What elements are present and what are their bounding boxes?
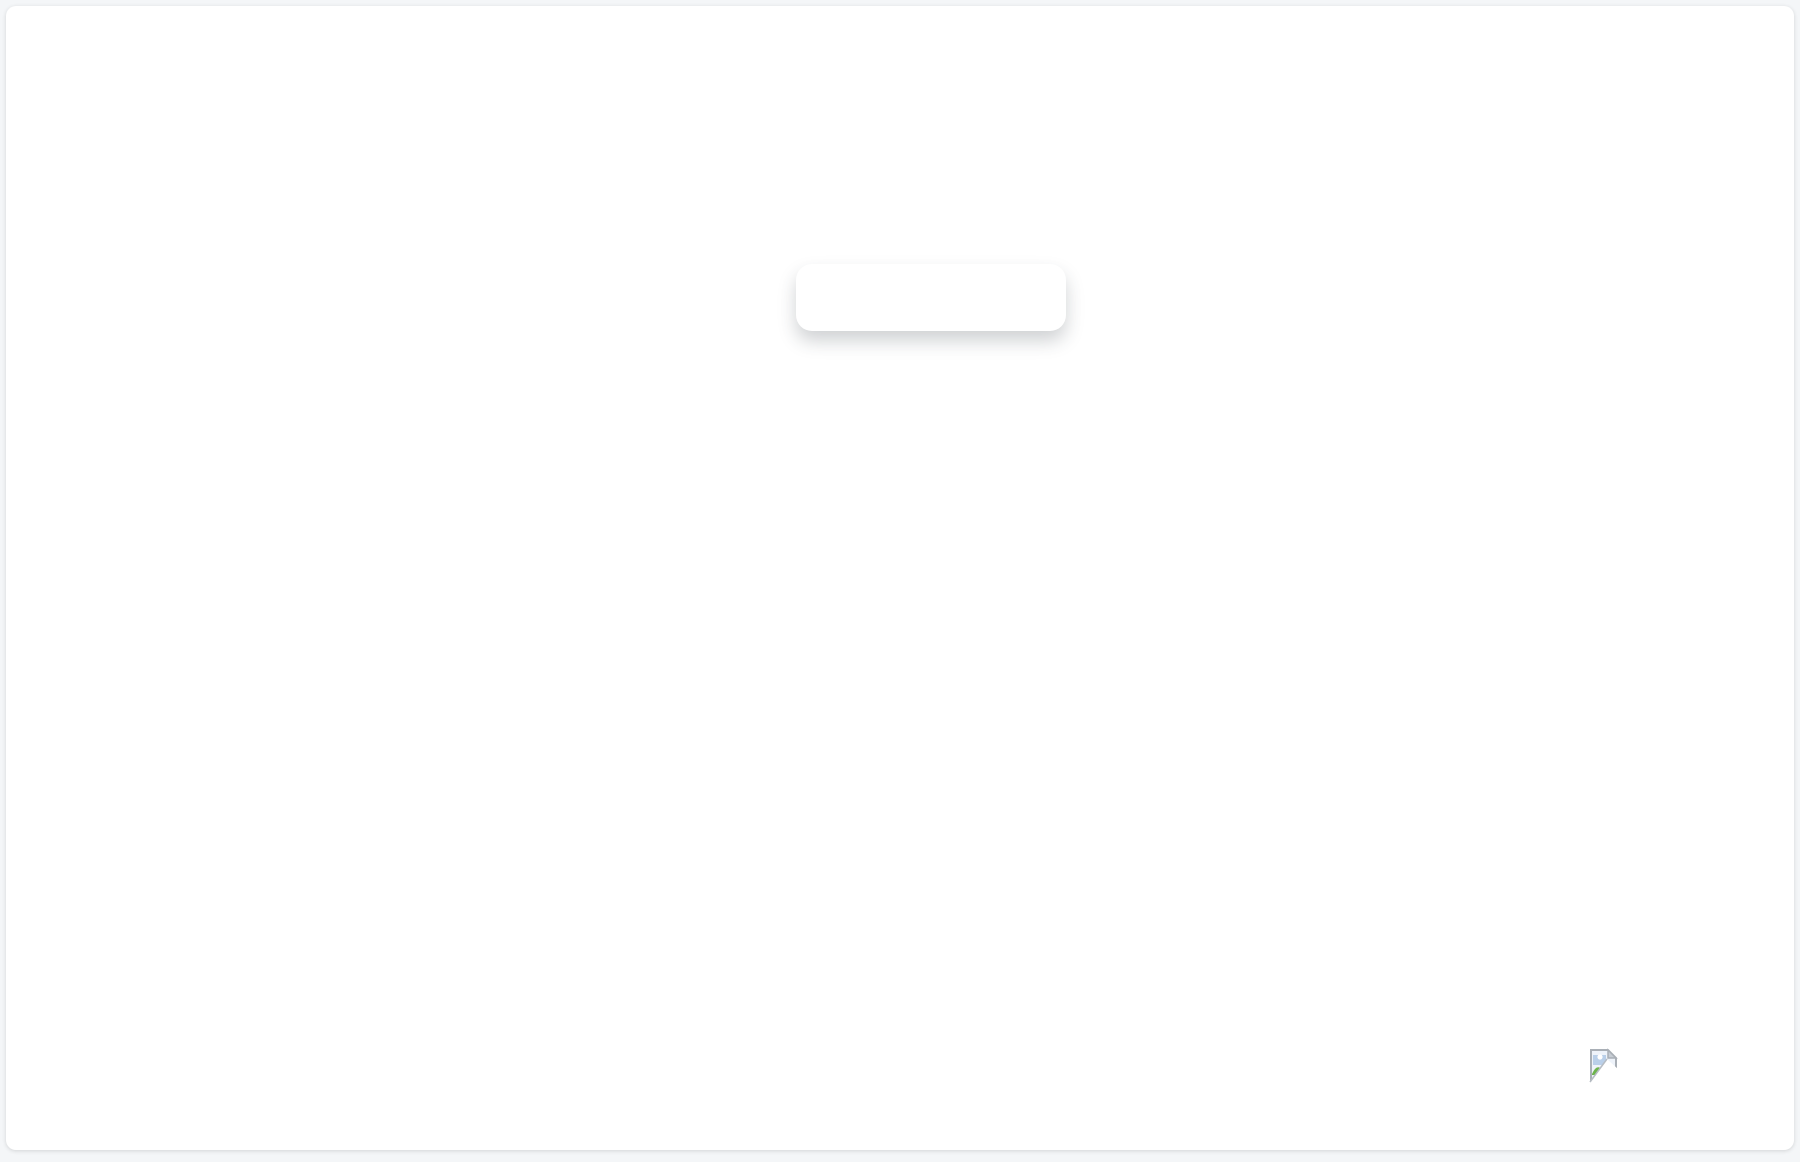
logo (1588, 1042, 1620, 1086)
cagr-badge (796, 264, 1066, 331)
bar-chart (6, 6, 1800, 1162)
chart-card (6, 6, 1794, 1150)
broken-image-icon (1589, 1048, 1619, 1084)
